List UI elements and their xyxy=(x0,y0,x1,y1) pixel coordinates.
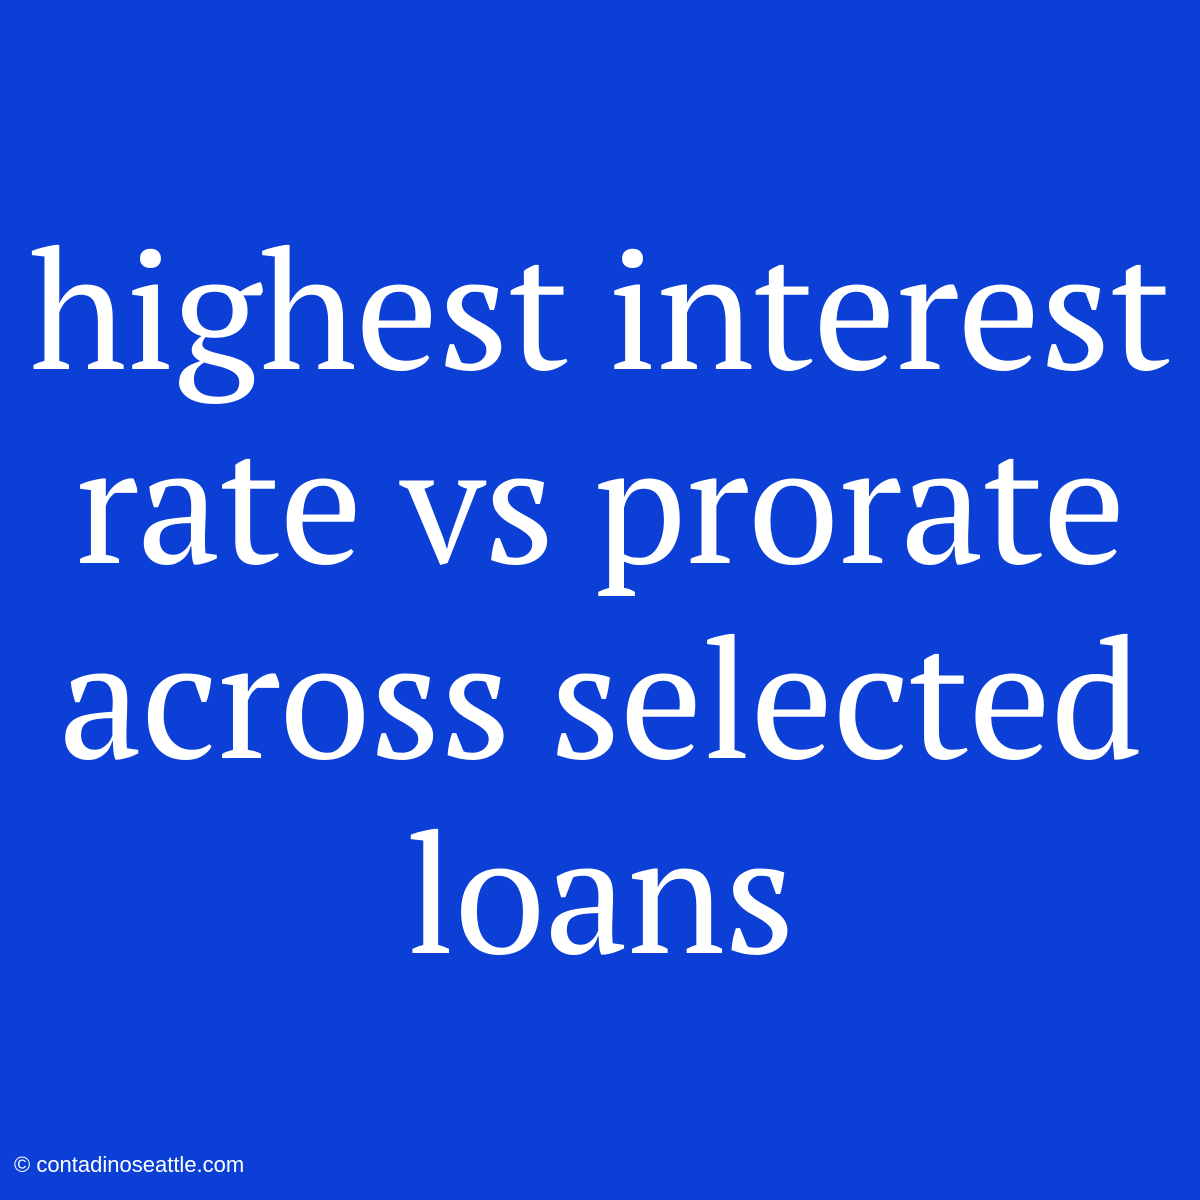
main-heading: highest interest rate vs prorate across … xyxy=(0,0,1200,1200)
attribution-text: © contadinoseattle.com xyxy=(14,1152,244,1178)
